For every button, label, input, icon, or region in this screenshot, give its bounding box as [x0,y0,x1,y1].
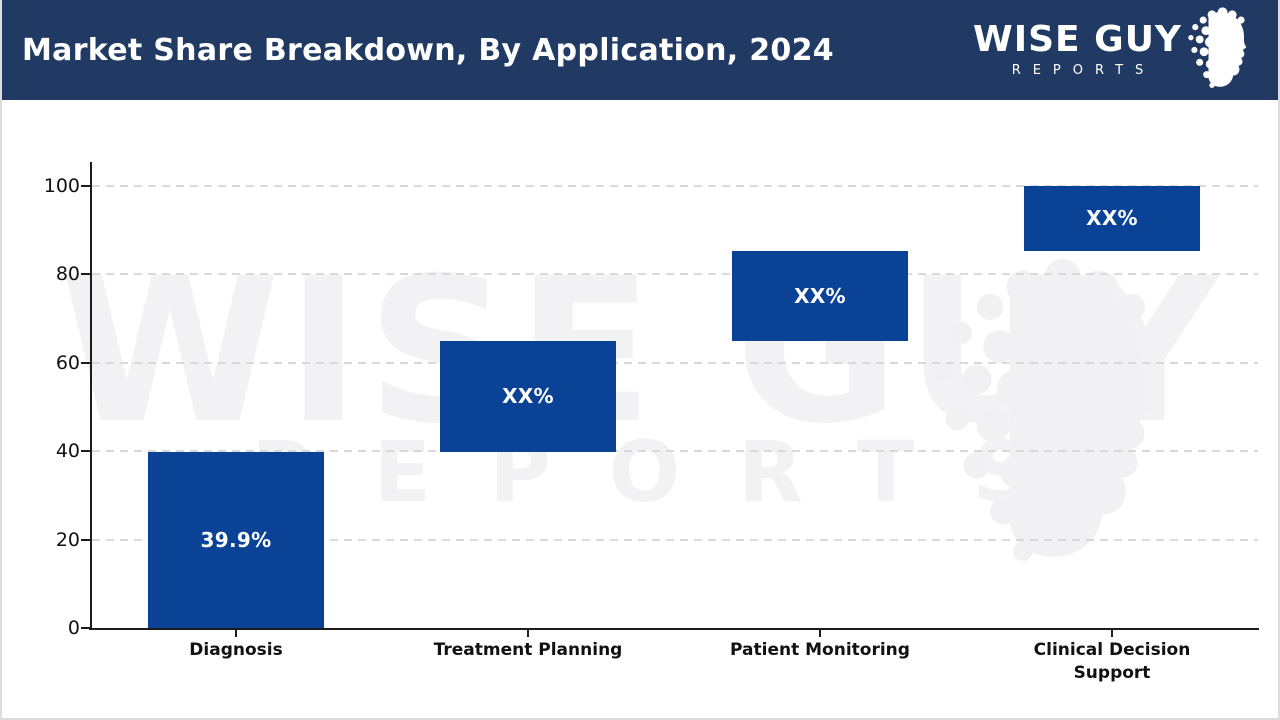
bar-value-label-diagnosis: 39.9% [200,527,272,552]
y-tick-mark-60 [81,361,90,364]
y-tick-mark-80 [81,273,90,276]
bar-value-label-treatment-planning: XX% [502,384,554,409]
gridline-60 [92,361,1258,364]
chart-canvas: WISE GUY REPORTS 0 20 40 60 80 100 39.9% Diagno… [2,100,1278,718]
x-tick-mark-clinical-decision-support [1111,630,1113,637]
bar-value-label-patient-monitoring: XX% [794,283,846,308]
x-tick-mark-diagnosis [235,630,237,637]
gridline-20 [92,538,1258,541]
y-tick-label-0: 0 [67,617,80,639]
y-tick-label-100: 100 [43,175,80,197]
page-title: Market Share Breakdown, By Application, … [22,32,834,68]
gridline-100 [92,185,1258,187]
gridline-40 [92,450,1258,453]
y-tick-mark-100 [81,185,90,187]
watermark-text-line2: REPORTS [251,423,1091,521]
x-category-label-patient-monitoring: Patient Monitoring [730,640,910,660]
brand-logo: WISE GUY REPORTS [973,4,1256,96]
bar-patient-monitoring: XX% [732,250,908,342]
brand-subtitle: REPORTS [1011,63,1156,78]
bar-value-label-clinical-decision-support: XX% [1086,206,1138,231]
bar-treatment-planning: XX% [440,341,616,452]
x-category-label-diagnosis: Diagnosis [189,640,283,660]
x-axis-line [89,628,1259,630]
x-tick-mark-patient-monitoring [819,630,821,637]
bar-diagnosis: 39.9% [148,451,324,628]
brand-name: WISE GUY [972,19,1182,60]
y-axis-line [90,162,92,630]
y-tick-label-20: 20 [55,528,80,551]
y-tick-label-80: 80 [55,263,80,286]
y-tick-label-60: 60 [55,351,80,374]
x-category-label-treatment-planning: Treatment Planning [433,640,623,660]
y-tick-mark-40 [81,450,90,453]
bar-clinical-decision-support: XX% [1024,186,1200,251]
y-tick-mark-20 [81,538,90,541]
header-bar: Market Share Breakdown, By Application, … [2,0,1278,100]
brand-logo-text: WISE GUY REPORTS [972,19,1182,79]
y-tick-mark-0 [81,627,90,629]
y-tick-label-40: 40 [55,440,80,463]
gridline-80 [92,273,1258,276]
x-category-label-clinical-decision-support: Clinical Decision Support [1033,640,1191,683]
x-tick-mark-treatment-planning [527,630,529,637]
